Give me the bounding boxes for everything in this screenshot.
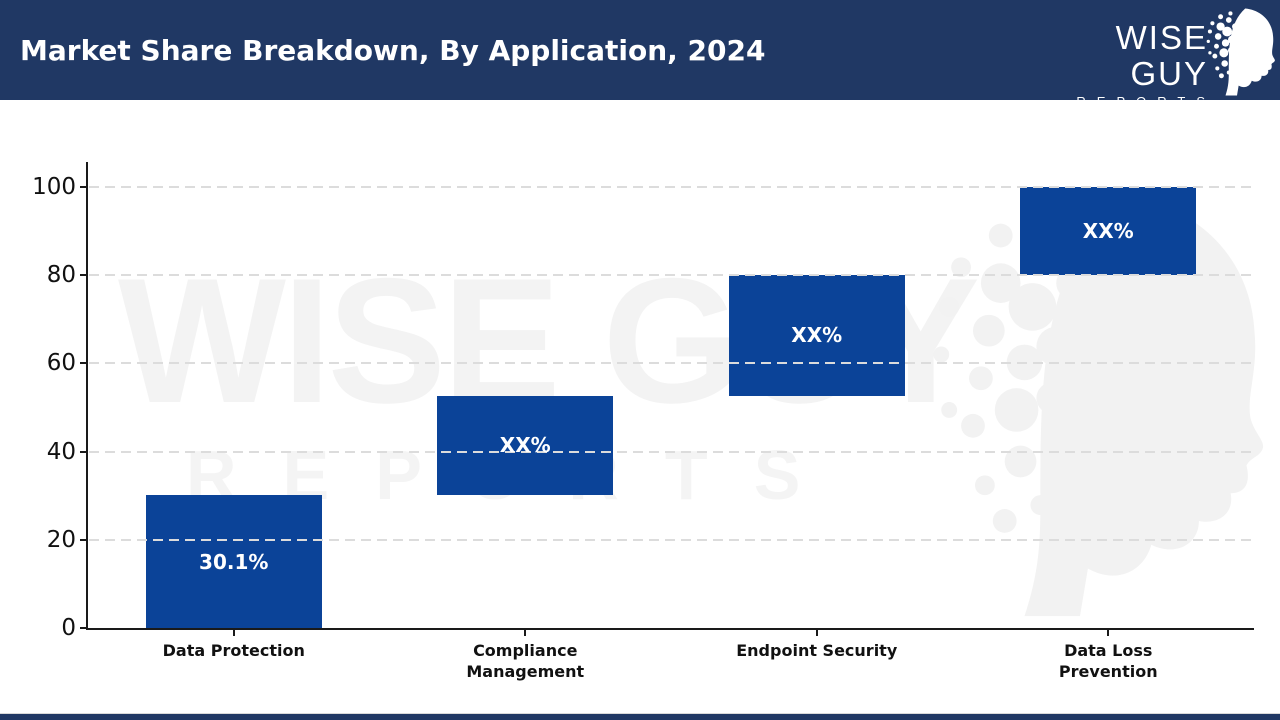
y-axis-line [86,162,88,630]
x-axis-tick [815,629,818,636]
page-title: Market Share Breakdown, By Application, … [20,33,766,67]
y-axis-tick [80,450,88,453]
x-axis-category-label: Endpoint Security [736,641,898,660]
logo-face-icon [1206,8,1275,96]
x-axis-category-label: Compliance Management [466,641,585,681]
y-axis-tick-label: 20 [46,526,76,553]
bar-value-label: XX% [499,433,551,458]
gridline-80 [89,274,1254,277]
y-axis-tick [80,362,88,365]
bar-value-label: XX% [791,323,843,348]
logo-brand-text: WISE GUY [1115,19,1208,92]
gridline-60 [89,362,1254,365]
y-axis-tick-label: 0 [61,615,76,641]
x-axis-tick [1107,629,1110,636]
y-axis-tick-label: 80 [46,262,76,289]
y-axis-tick-label: 100 [32,174,76,200]
gridline-100 [89,186,1254,188]
footer-bar [0,713,1280,720]
y-axis-tick [80,274,88,277]
bar-data-loss-prevention [1020,187,1197,276]
x-axis-line [86,628,1254,630]
x-axis-category-label: Data Protection [162,641,305,660]
bar-value-label: XX% [1082,219,1134,244]
watermark-face-icon [933,195,1264,617]
bar-data-protection [145,495,322,628]
y-axis-tick [80,538,88,541]
bar-compliance-management [437,395,614,496]
x-axis-tick [232,629,235,636]
gridline-20 [89,538,1254,541]
wise-guy-reports-logo: WISE GUY REPORTS [1028,4,1278,109]
y-axis-tick [80,186,88,188]
y-axis-tick [80,627,88,629]
y-axis-tick-label: 60 [46,350,76,377]
logo-sub-text: REPORTS [1076,94,1216,109]
x-axis-category-label: Data Loss Prevention [1058,641,1158,681]
bar-endpoint-security [728,275,905,396]
bar-value-label: 30.1% [199,549,269,574]
y-axis-tick-label: 40 [46,438,76,465]
logo-text: WISE GUY REPORTS [1028,19,1208,110]
x-axis-tick [524,629,527,636]
gridline-40 [89,450,1254,453]
header-bar: Market Share Breakdown, By Application, … [0,0,1280,109]
